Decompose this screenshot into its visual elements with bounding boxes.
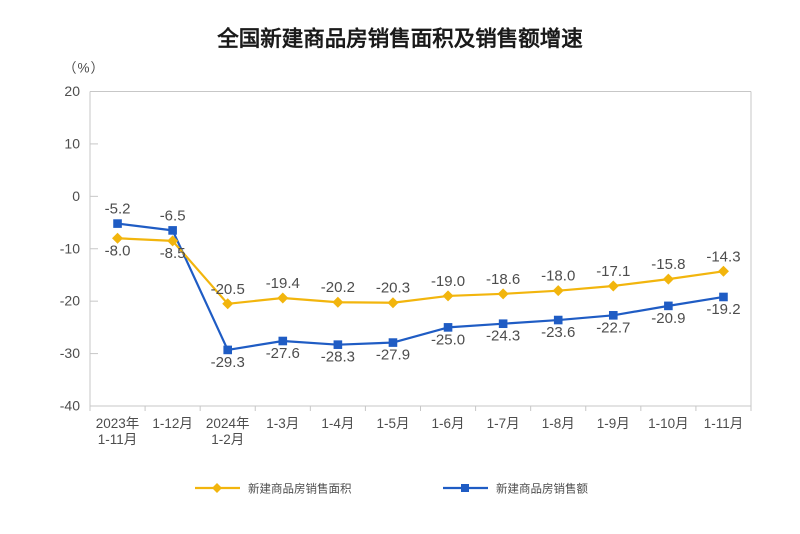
svg-text:-5.2: -5.2 [105,201,131,218]
svg-text:-17.1: -17.1 [596,263,630,280]
svg-text:-25.0: -25.0 [431,331,465,348]
svg-text:1-8月: 1-8月 [542,416,575,431]
svg-text:1-11月: 1-11月 [704,416,744,431]
svg-text:20: 20 [64,83,80,99]
svg-text:-28.3: -28.3 [321,349,355,366]
svg-text:-20.3: -20.3 [376,280,410,297]
svg-text:-20.9: -20.9 [651,310,685,327]
svg-text:1-6月: 1-6月 [432,416,465,431]
svg-text:-8.0: -8.0 [105,242,131,259]
svg-text:-8.5: -8.5 [160,245,186,262]
svg-text:-19.0: -19.0 [431,273,465,290]
svg-text:1-5月: 1-5月 [376,416,409,431]
svg-text:1-2月: 1-2月 [211,432,244,447]
svg-text:-19.2: -19.2 [706,301,740,318]
svg-text:-10: -10 [60,240,80,256]
svg-text:-19.4: -19.4 [266,275,300,292]
svg-text:1-7月: 1-7月 [487,416,520,431]
svg-text:1-9月: 1-9月 [597,416,630,431]
svg-text:-15.8: -15.8 [651,256,685,273]
svg-text:0: 0 [72,188,80,204]
svg-text:（%）: （%） [63,61,105,76]
svg-text:-24.3: -24.3 [486,328,520,345]
svg-text:-20.5: -20.5 [211,281,245,298]
svg-text:-18.6: -18.6 [486,271,520,288]
svg-text:-23.6: -23.6 [541,324,575,341]
svg-text:-27.9: -27.9 [376,347,410,364]
svg-text:新建商品房销售额: 新建商品房销售额 [496,482,588,496]
svg-text:-40: -40 [60,398,80,414]
svg-text:新建商品房销售面积: 新建商品房销售面积 [248,482,352,496]
svg-text:1-10月: 1-10月 [648,416,689,431]
svg-text:-20.2: -20.2 [321,279,355,296]
svg-text:-14.3: -14.3 [706,248,740,265]
svg-text:-20: -20 [60,293,80,309]
svg-text:2024年: 2024年 [206,416,250,431]
svg-text:2023年: 2023年 [96,416,140,431]
svg-text:-22.7: -22.7 [596,319,630,336]
svg-text:-18.0: -18.0 [541,268,575,285]
svg-text:1-12月: 1-12月 [152,416,193,431]
svg-text:-29.3: -29.3 [211,354,245,371]
svg-text:1-4月: 1-4月 [321,416,354,431]
svg-text:10: 10 [64,135,80,151]
svg-text:1-11月: 1-11月 [98,432,138,447]
svg-text:1-3月: 1-3月 [266,416,299,431]
svg-text:-27.6: -27.6 [266,345,300,362]
svg-text:-6.5: -6.5 [160,207,186,224]
svg-text:-30: -30 [60,345,80,361]
